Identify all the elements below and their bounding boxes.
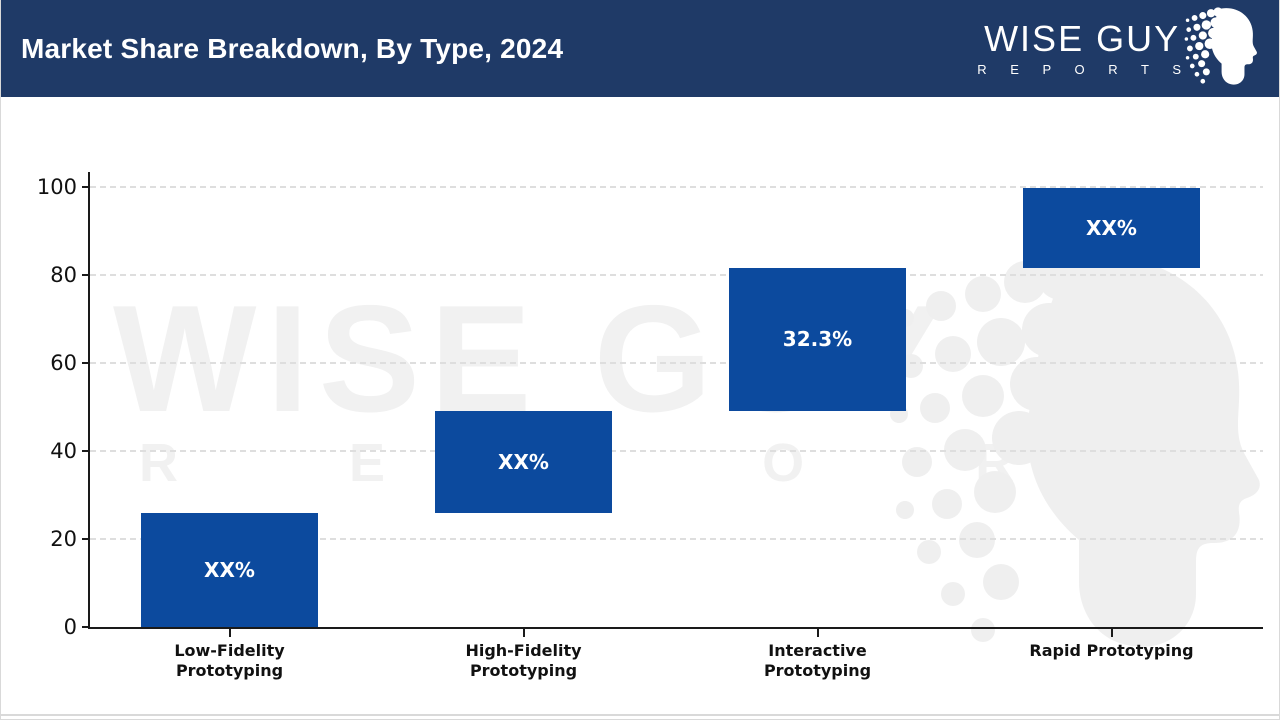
- x-category-label: High-Fidelity Prototyping: [465, 641, 582, 680]
- y-tick: [82, 362, 90, 364]
- logo-text: WISE GUY R E P O R T S: [973, 18, 1191, 77]
- y-tick-label: 0: [63, 615, 77, 639]
- bar: 32.3%: [729, 268, 906, 411]
- y-tick: [82, 274, 90, 276]
- x-tick: [228, 629, 231, 637]
- logo-face-icon: [1184, 6, 1257, 85]
- y-tick-label: 60: [50, 351, 77, 375]
- y-tick-label: 100: [36, 175, 77, 199]
- x-category-label: Rapid Prototyping: [1029, 641, 1194, 660]
- y-tick: [82, 450, 90, 452]
- y-tick-label: 80: [50, 263, 77, 287]
- bar-value-label: XX%: [204, 558, 255, 583]
- x-tick: [522, 629, 525, 637]
- wise-guy-reports-logo: WISE GUY R E P O R T S: [973, 5, 1265, 93]
- y-tick-label: 20: [50, 527, 77, 551]
- y-tick: [82, 626, 90, 628]
- x-tick: [1110, 629, 1113, 637]
- bottom-border-line: [1, 714, 1279, 716]
- grid-line: [90, 274, 1263, 276]
- logo-subtitle: R E P O R T S: [977, 62, 1191, 77]
- y-tick: [82, 186, 90, 188]
- logo-wordmark: WISE GUY: [984, 18, 1181, 59]
- y-axis-line: [88, 172, 90, 629]
- plot-area: 0 20 40 60 80 100 XX% XX% 32.3% XX% Low-Fidelity P…: [1, 97, 1280, 720]
- grid-line: [90, 362, 1263, 364]
- x-category-label: Low-Fidelity Prototyping: [174, 641, 285, 680]
- bar-value-label: XX%: [1086, 216, 1137, 241]
- y-tick-label: 40: [50, 439, 77, 463]
- x-tick: [816, 629, 819, 637]
- bar: XX%: [435, 410, 612, 514]
- bar-value-label: XX%: [498, 449, 549, 474]
- grid-line: [90, 450, 1263, 452]
- bar: XX%: [141, 513, 318, 627]
- x-category-label: Interactive Prototyping: [763, 641, 872, 680]
- chart-title: Market Share Breakdown, By Type, 2024: [21, 32, 564, 64]
- header-bar: Market Share Breakdown, By Type, 2024 WI…: [1, 0, 1279, 97]
- grid-line: [90, 538, 1263, 540]
- x-axis-line: [88, 627, 1263, 629]
- bar: XX%: [1023, 187, 1200, 269]
- bar-value-label: 32.3%: [782, 327, 853, 352]
- y-tick: [82, 538, 90, 540]
- grid-line: [90, 186, 1263, 188]
